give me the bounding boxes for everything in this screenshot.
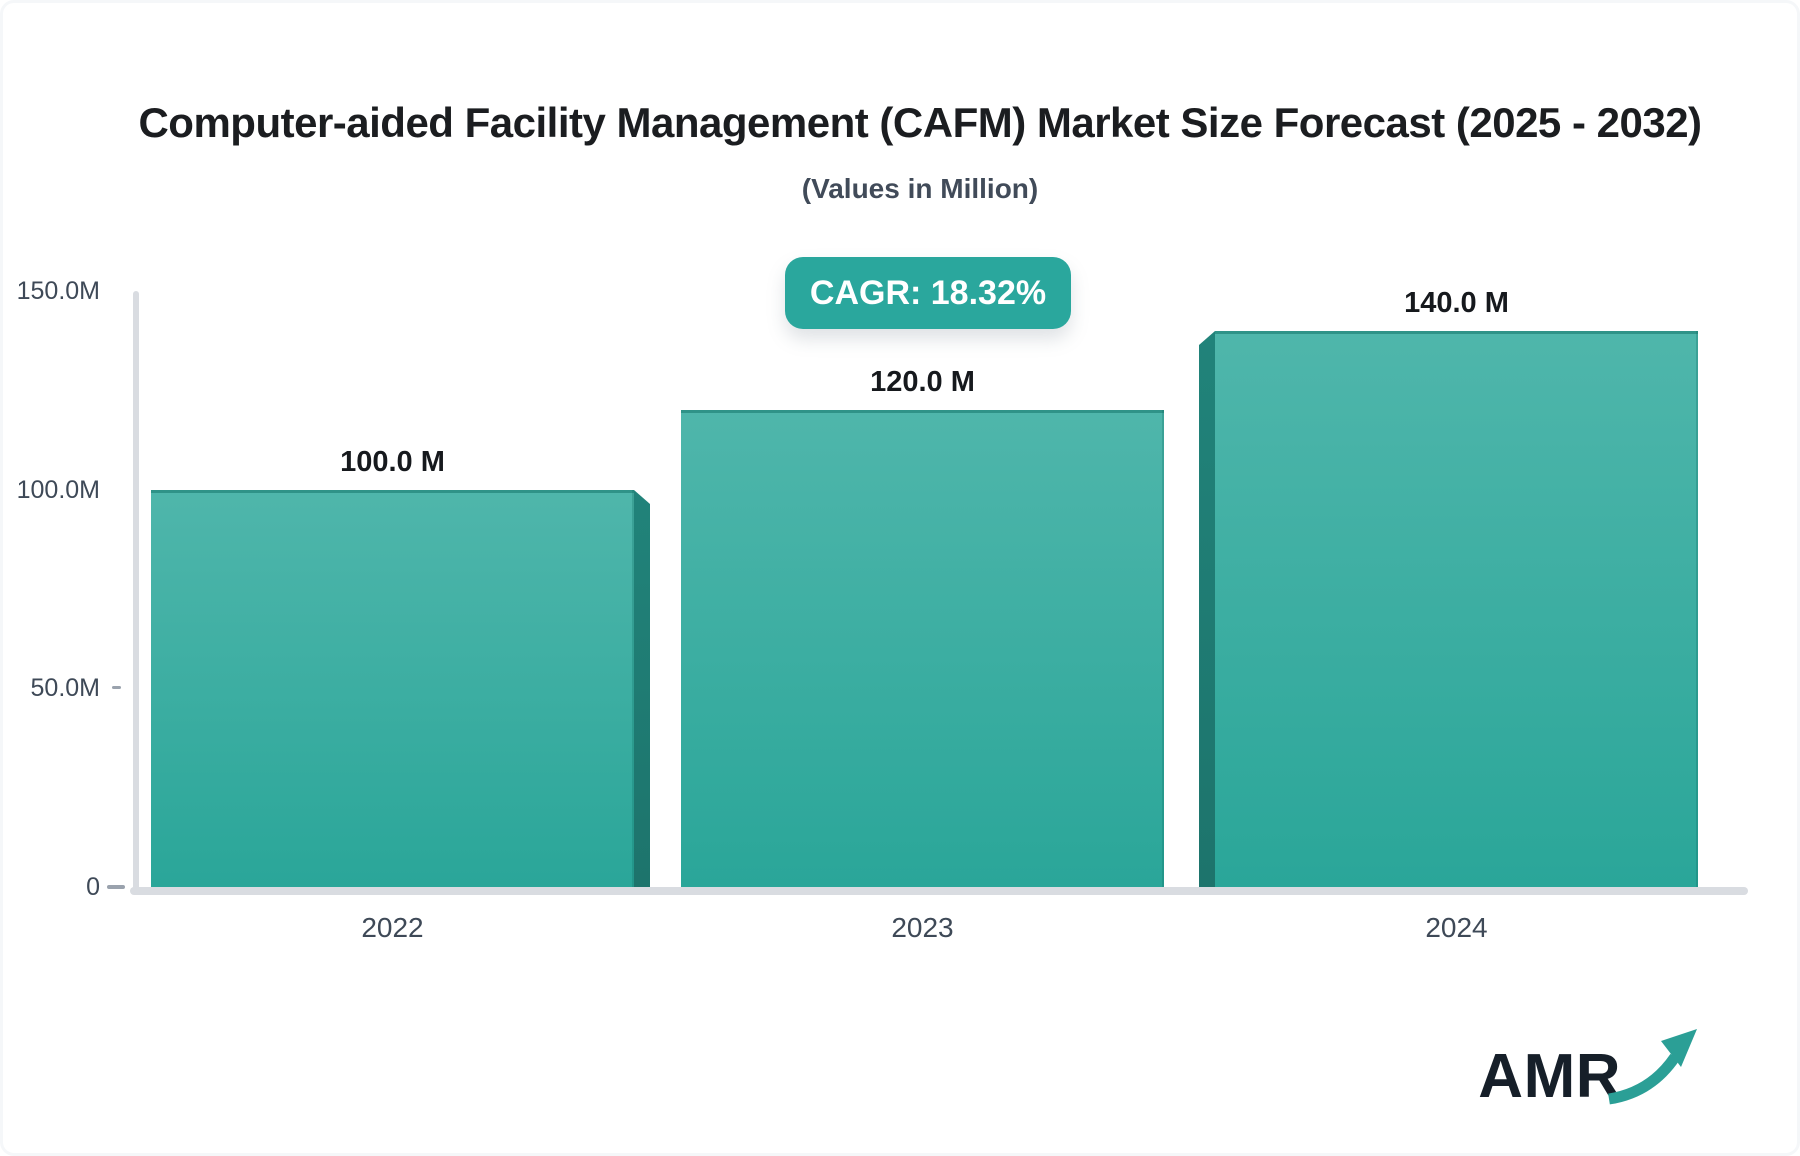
chart-subtitle: (Values in Million) <box>801 173 1039 204</box>
bar-side-face-2024 <box>1199 331 1215 887</box>
y-axis-label-0: 0 <box>86 873 100 901</box>
bar-value-label-2024: 140.0 M <box>1404 287 1509 319</box>
bar-2024 <box>1215 331 1698 887</box>
chart-title: Computer-aided Facility Management (CAFM… <box>138 99 1702 146</box>
bar-value-label-2022: 100.0 M <box>340 446 445 478</box>
cagr-badge-label: CAGR: 18.32% <box>809 273 1047 312</box>
cagr-badge: CAGR: 18.32% <box>785 257 1071 329</box>
bar-2023 <box>681 410 1164 887</box>
amr-logo: AMR <box>1478 1025 1705 1112</box>
y-axis-tick-mark <box>107 885 125 889</box>
bar-2022 <box>151 490 634 887</box>
x-axis-line <box>130 887 1748 895</box>
y-axis-label-100.0M: 100.0M <box>16 476 100 504</box>
bar-side-face-2022 <box>634 490 650 887</box>
x-axis-label-2022: 2022 <box>361 912 424 943</box>
bar-value-label-2023: 120.0 M <box>870 366 975 398</box>
growth-arrow-icon <box>1608 1029 1697 1105</box>
y-axis-line <box>133 291 139 894</box>
amr-logo-text: AMR <box>1478 1042 1621 1112</box>
x-axis-label-2023: 2023 <box>891 912 954 943</box>
x-axis-label-2024: 2024 <box>1425 912 1488 943</box>
y-axis-tick-mark <box>112 686 121 689</box>
y-axis-label-50.0M: 50.0M <box>30 674 100 702</box>
y-axis-label-150.0M: 150.0M <box>16 277 100 305</box>
